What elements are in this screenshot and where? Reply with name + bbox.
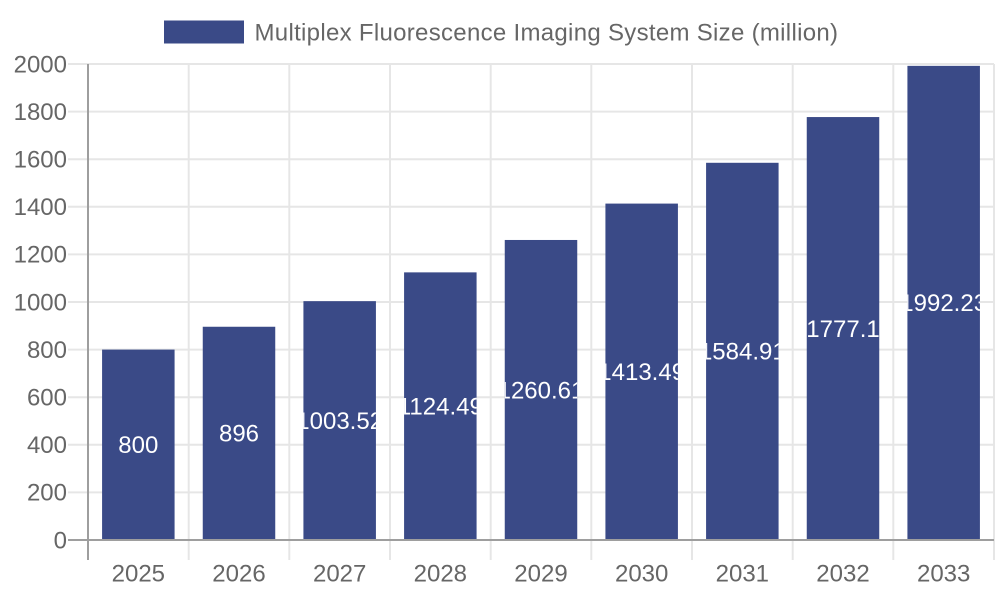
svg-text:2031: 2031 (716, 561, 769, 588)
svg-text:1413.49: 1413.49 (598, 359, 685, 386)
svg-text:2026: 2026 (212, 561, 265, 588)
svg-text:1124.49: 1124.49 (398, 393, 483, 420)
svg-text:1200: 1200 (14, 242, 67, 269)
svg-text:1600: 1600 (14, 147, 67, 174)
svg-text:800: 800 (118, 432, 158, 459)
svg-text:2032: 2032 (816, 561, 869, 588)
svg-text:2027: 2027 (313, 561, 366, 588)
svg-text:2000: 2000 (14, 51, 67, 78)
svg-text:2029: 2029 (514, 561, 567, 588)
svg-text:0: 0 (54, 527, 67, 554)
svg-text:Multiplex Fluorescence Imaging: Multiplex Fluorescence Imaging System Si… (255, 20, 839, 47)
svg-text:1400: 1400 (14, 194, 67, 221)
svg-text:1003.52: 1003.52 (296, 408, 383, 435)
svg-text:200: 200 (27, 480, 67, 507)
svg-text:1000: 1000 (14, 289, 67, 316)
svg-text:1800: 1800 (14, 99, 67, 126)
svg-text:800: 800 (27, 337, 67, 364)
svg-text:1260.61: 1260.61 (498, 377, 585, 404)
svg-text:1992.23: 1992.23 (900, 290, 987, 317)
svg-text:400: 400 (27, 432, 67, 459)
svg-text:896: 896 (219, 421, 259, 448)
svg-text:600: 600 (27, 385, 67, 412)
svg-text:1584.91: 1584.91 (699, 339, 786, 366)
svg-text:2030: 2030 (615, 561, 668, 588)
svg-text:1777.1: 1777.1 (806, 316, 879, 343)
svg-text:2025: 2025 (112, 561, 165, 588)
svg-text:2028: 2028 (414, 561, 467, 588)
svg-text:2033: 2033 (917, 561, 970, 588)
